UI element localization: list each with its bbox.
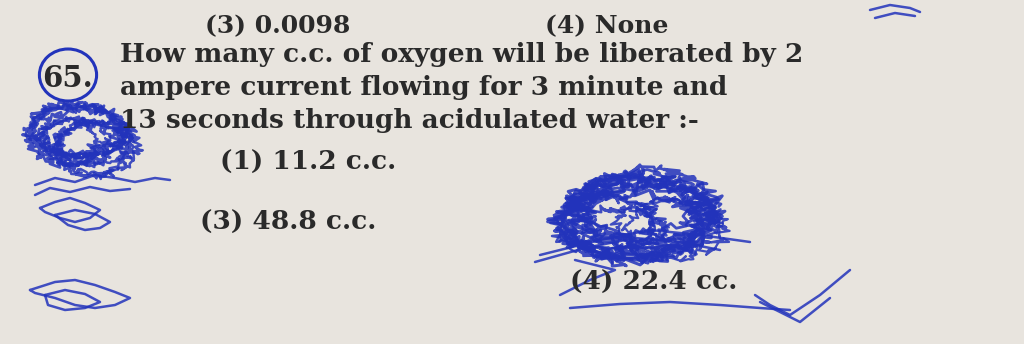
Text: (3) 0.0098: (3) 0.0098 — [205, 14, 350, 38]
Text: (4) 22.4 cc.: (4) 22.4 cc. — [570, 270, 737, 295]
Text: (3) 48.8 c.c.: (3) 48.8 c.c. — [200, 210, 377, 235]
Text: How many c.c. of oxygen will be liberated by 2: How many c.c. of oxygen will be liberate… — [120, 42, 803, 67]
Text: 65.: 65. — [43, 64, 93, 93]
Text: (4) None: (4) None — [545, 14, 669, 38]
Text: ampere current flowing for 3 minute and: ampere current flowing for 3 minute and — [120, 75, 727, 100]
Text: (1) 11.2 c.c.: (1) 11.2 c.c. — [220, 150, 396, 175]
Text: 13 seconds through acidulated water :-: 13 seconds through acidulated water :- — [120, 108, 698, 133]
